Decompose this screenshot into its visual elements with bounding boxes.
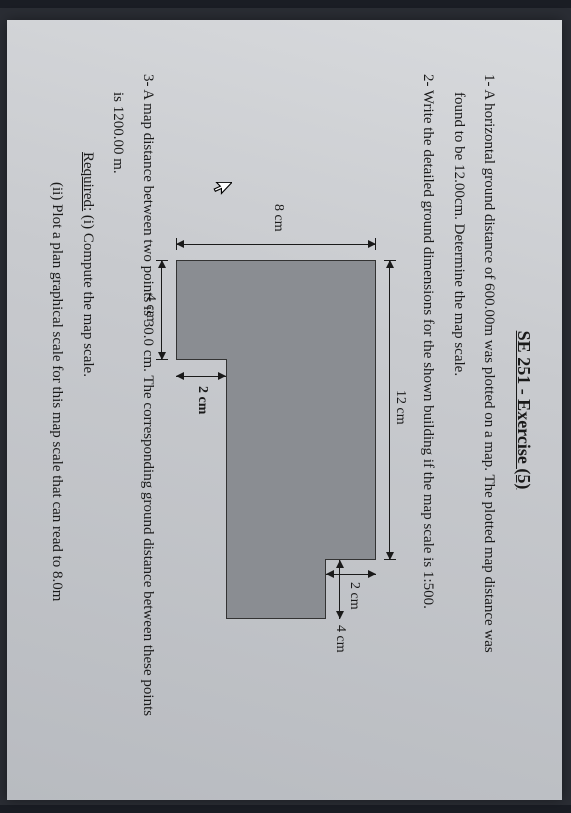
dim-top-arrL	[386, 260, 394, 268]
dim-top-tickL	[384, 260, 396, 261]
dim-top-label: 12 cm	[392, 390, 408, 425]
dim-step-arrD	[176, 372, 184, 380]
screen-frame: SE 251 - Exercise (5) 1- A horizontal gr…	[0, 8, 571, 805]
dim-rt-arrD	[326, 570, 334, 578]
dim-top-line	[389, 260, 390, 560]
question-3-line1: 3- A map distance between two points is …	[138, 62, 158, 758]
document-page: SE 251 - Exercise (5) 1- A horizontal gr…	[7, 20, 562, 800]
dim-rs-arrR	[336, 611, 344, 619]
dim-left-arrD	[176, 240, 184, 248]
dim-rs-label: 4 cm	[332, 625, 348, 653]
page-title: SE 251 - Exercise (5)	[513, 62, 534, 758]
dim-rt-arrU	[368, 570, 376, 578]
dim-bl-tickR	[156, 359, 168, 360]
building-overhang	[226, 559, 326, 619]
cursor-icon	[212, 182, 232, 196]
dim-bl-line	[161, 260, 162, 360]
question-3-line2: is 1200.00 m.	[108, 62, 128, 758]
dim-left-tickT	[375, 238, 376, 250]
building-bottom-left	[176, 260, 227, 360]
required-ii: (ii) Plot a plan graphical scale for thi…	[47, 62, 67, 758]
required-line: Required: (i) Compute the map scale.	[78, 62, 98, 758]
building-join	[227, 558, 325, 561]
question-1-line2: found to be 12.00cm. Determine the map s…	[449, 62, 469, 758]
building-join2	[224, 261, 228, 359]
required-label: Required:	[80, 92, 96, 211]
question-2: 2- Write the detailed ground dimensions …	[418, 62, 438, 758]
building-step	[226, 359, 227, 560]
question-1-line1: 1- A horizontal ground distance of 600.0…	[479, 62, 499, 758]
dim-left-tickB	[176, 238, 177, 250]
dim-step-label: 2 cm	[194, 386, 210, 414]
dim-bl-arrL	[158, 260, 166, 268]
required-i: (i) Compute the map scale.	[80, 211, 96, 377]
dim-step-arrU	[218, 372, 226, 380]
building-diagram: 12 cm 8 cm 2 cm 4 cm	[176, 62, 406, 758]
dim-bl-label: 4 cm	[142, 294, 158, 322]
dim-left-line	[176, 244, 376, 245]
dim-rs-arrL	[336, 560, 344, 568]
dim-left-label: 8 cm	[270, 204, 286, 232]
dim-rt-label: 2 cm	[346, 582, 362, 610]
building-main	[226, 260, 376, 560]
dim-top-tickR	[384, 559, 396, 560]
dim-bl-tickL	[156, 260, 168, 261]
